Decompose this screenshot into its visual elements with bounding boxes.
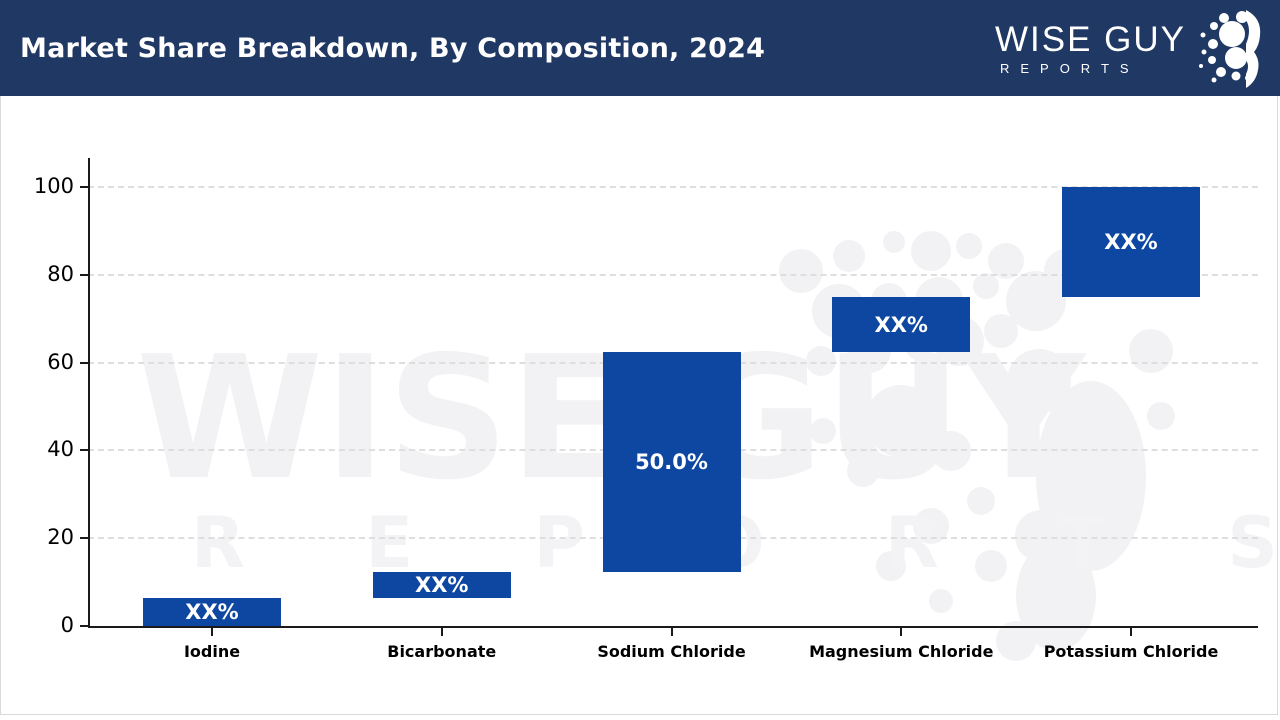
x-axis-tick	[900, 628, 903, 636]
bar-value-label: 50.0%	[635, 449, 708, 474]
bar-value-label: XX%	[874, 312, 928, 337]
y-axis-tick	[80, 537, 88, 540]
y-axis-tick	[80, 186, 88, 188]
y-gridline	[88, 273, 1258, 276]
bar-segment: XX%	[372, 571, 511, 599]
bar-segment: XX%	[1062, 187, 1200, 298]
y-axis-tick	[80, 361, 88, 364]
y-axis-tick-label: 100	[33, 174, 74, 198]
x-axis-tick	[1130, 628, 1132, 636]
y-axis-tick	[80, 273, 88, 276]
bar-value-label: XX%	[1104, 230, 1158, 255]
brand-name: WISE GUY	[994, 20, 1186, 60]
bar-segment: 50.0%	[602, 352, 741, 572]
bar-segment: XX%	[832, 297, 971, 353]
bar-value-label: XX%	[415, 572, 469, 597]
bar-segment: XX%	[143, 598, 281, 626]
x-axis-tick	[211, 628, 213, 636]
y-axis-tick-label: 0	[60, 613, 74, 637]
category-label: Bicarbonate	[387, 642, 497, 661]
y-axis-tick-label: 20	[47, 525, 74, 550]
chart-container: WISE GUY R E P O R T S 020406080100XX%Io…	[0, 96, 1278, 715]
brand-subtitle: REPORTS	[999, 60, 1140, 76]
y-axis-tick-label: 80	[47, 261, 74, 286]
y-axis-tick-label: 60	[47, 349, 74, 374]
y-gridline	[88, 186, 1258, 188]
brand-logo-text: WISE GUY REPORTS	[994, 20, 1186, 76]
x-axis-line	[88, 626, 1258, 628]
y-axis-line	[88, 158, 90, 628]
y-axis-tick-label: 40	[47, 437, 74, 462]
category-label: Potassium Chloride	[1043, 642, 1219, 661]
category-label: Magnesium Chloride	[809, 642, 994, 661]
brand-logo: WISE GUY REPORTS	[995, 8, 1262, 90]
y-axis-tick	[80, 449, 88, 452]
page-title: Market Share Breakdown, By Composition, …	[20, 32, 766, 64]
x-axis-tick	[440, 628, 443, 636]
category-label: Sodium Chloride	[597, 642, 746, 661]
app-header: Market Share Breakdown, By Composition, …	[0, 0, 1280, 96]
y-axis-tick	[80, 625, 88, 627]
bar-value-label: XX%	[185, 600, 239, 625]
brand-face-icon	[1199, 10, 1261, 88]
x-axis-tick	[670, 628, 673, 636]
category-label: Iodine	[183, 642, 241, 661]
